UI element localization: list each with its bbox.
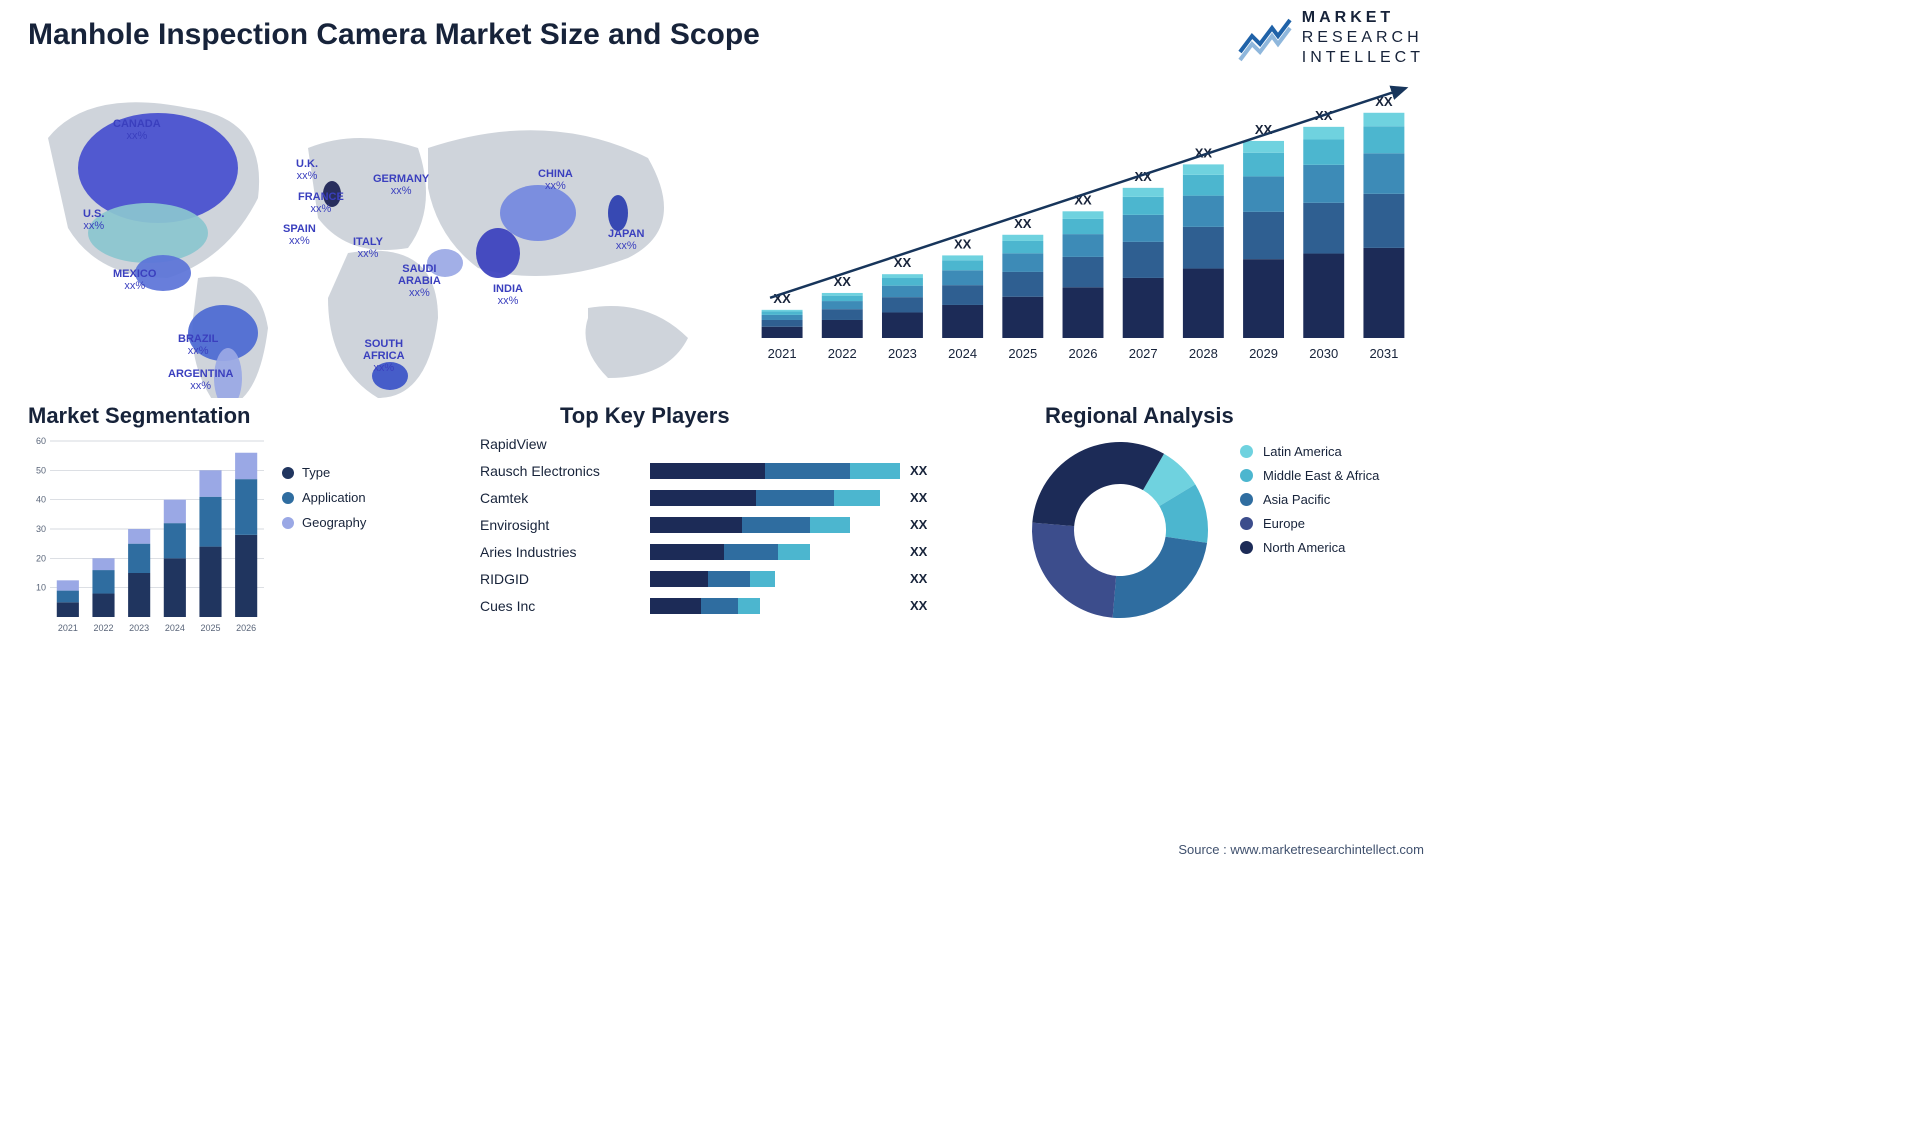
- map-label: SPAINxx%: [283, 223, 316, 247]
- svg-text:50: 50: [36, 465, 46, 475]
- section-regional-title: Regional Analysis: [1045, 403, 1234, 429]
- svg-text:40: 40: [36, 495, 46, 505]
- forecast-chart: XX2021XX2022XX2023XX2024XX2025XX2026XX20…: [742, 74, 1424, 364]
- map-label: MEXICOxx%: [113, 268, 156, 292]
- map-label: CANADAxx%: [113, 118, 161, 142]
- svg-text:2029: 2029: [1249, 346, 1278, 361]
- svg-text:2022: 2022: [93, 623, 113, 633]
- svg-text:2027: 2027: [1129, 346, 1158, 361]
- top-player-row: Cues IncXX: [480, 592, 980, 619]
- page-title: Manhole Inspection Camera Market Size an…: [28, 18, 760, 52]
- svg-text:2021: 2021: [58, 623, 78, 633]
- map-label: SOUTHAFRICAxx%: [363, 338, 405, 374]
- svg-text:XX: XX: [1014, 216, 1032, 231]
- map-label: U.S.xx%: [83, 208, 104, 232]
- segmentation-legend-item: Geography: [282, 515, 366, 530]
- map-label: ITALYxx%: [353, 236, 383, 260]
- map-label: SAUDIARABIAxx%: [398, 263, 441, 299]
- svg-text:2031: 2031: [1369, 346, 1398, 361]
- svg-text:2021: 2021: [768, 346, 797, 361]
- regional-legend-item: Asia Pacific: [1240, 492, 1379, 507]
- map-label: JAPANxx%: [608, 228, 644, 252]
- regional-legend-item: Middle East & Africa: [1240, 468, 1379, 483]
- top-player-row: RIDGIDXX: [480, 565, 980, 592]
- segmentation-chart: 10 20 30 40 50 60 2021 2022 2023 2024 2025 2026: [28, 435, 268, 635]
- map-label: INDIAxx%: [493, 283, 523, 307]
- top-player-row: EnvirosightXX: [480, 511, 980, 538]
- svg-text:2028: 2028: [1189, 346, 1218, 361]
- regional-legend: Latin America Middle East & Africa Asia Pa…: [1240, 435, 1379, 564]
- segmentation-legend-item: Application: [282, 490, 366, 505]
- svg-text:20: 20: [36, 553, 46, 563]
- svg-text:2030: 2030: [1309, 346, 1338, 361]
- logo-text: MARKET RESEARCH INTELLECT: [1302, 8, 1424, 68]
- source-attribution: Source : www.marketresearchintellect.com: [1178, 842, 1424, 857]
- regional-legend-item: North America: [1240, 540, 1379, 555]
- svg-text:2023: 2023: [129, 623, 149, 633]
- svg-text:2026: 2026: [1069, 346, 1098, 361]
- svg-text:30: 30: [36, 524, 46, 534]
- map-label: GERMANYxx%: [373, 173, 429, 197]
- top-key-players-panel: RapidViewRausch ElectronicsXXCamtekXXEnv…: [480, 430, 980, 619]
- top-player-row: Aries IndustriesXX: [480, 538, 980, 565]
- svg-text:60: 60: [36, 436, 46, 446]
- svg-text:2024: 2024: [165, 623, 185, 633]
- svg-text:2025: 2025: [1008, 346, 1037, 361]
- top-player-row: CamtekXX: [480, 484, 980, 511]
- map-label: BRAZILxx%: [178, 333, 218, 357]
- segmentation-legend: Type Application Geography: [282, 455, 366, 540]
- segmentation-legend-item: Type: [282, 465, 366, 480]
- logo-icon: [1238, 14, 1292, 62]
- map-label: FRANCExx%: [298, 191, 344, 215]
- map-label: U.K.xx%: [296, 158, 318, 182]
- map-label: ARGENTINAxx%: [168, 368, 233, 392]
- map-label: CHINAxx%: [538, 168, 573, 192]
- svg-text:2026: 2026: [236, 623, 256, 633]
- regional-donut: [1010, 435, 1230, 625]
- brand-logo: MARKET RESEARCH INTELLECT: [1238, 8, 1424, 68]
- svg-text:10: 10: [36, 583, 46, 593]
- regional-legend-item: Latin America: [1240, 444, 1379, 459]
- section-topplayers-title: Top Key Players: [560, 403, 730, 429]
- svg-text:2024: 2024: [948, 346, 977, 361]
- svg-text:2025: 2025: [200, 623, 220, 633]
- world-map-panel: CANADAxx%U.S.xx%MEXICOxx%BRAZILxx%ARGENT…: [28, 78, 728, 378]
- top-player-row: Rausch ElectronicsXX: [480, 457, 980, 484]
- svg-text:2023: 2023: [888, 346, 917, 361]
- regional-legend-item: Europe: [1240, 516, 1379, 531]
- top-player-row: RapidView: [480, 430, 980, 457]
- svg-text:2022: 2022: [828, 346, 857, 361]
- section-segmentation-title: Market Segmentation: [28, 403, 251, 429]
- svg-text:XX: XX: [954, 236, 972, 251]
